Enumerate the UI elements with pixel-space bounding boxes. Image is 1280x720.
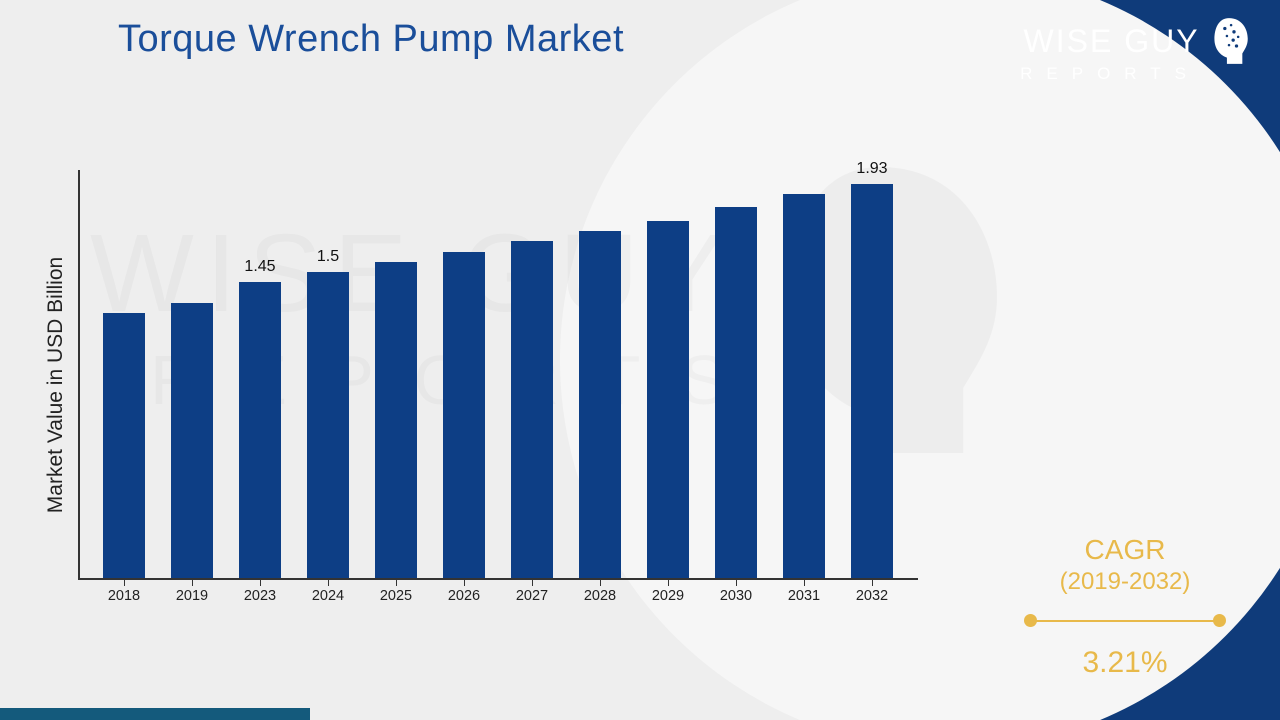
x-tick [464,578,465,586]
bar [579,231,621,578]
y-axis-label: Market Value in USD Billion [44,257,68,513]
x-tick [872,578,873,586]
cagr-sep-line [1030,620,1220,622]
cagr-value: 3.21% [1010,646,1240,680]
bar-value-label: 1.5 [317,248,339,266]
bar-slot: 2027 [498,217,566,578]
x-tick [668,578,669,586]
bar [443,252,485,578]
cagr-period: (2019-2032) [1010,568,1240,596]
bar-slot: 1.52024 [294,248,362,578]
bar-value-label: 1.45 [244,258,275,276]
logo-line2: REPORTS [990,64,1250,84]
bar-slot: 1.452023 [226,258,294,578]
bar [171,303,213,578]
bar [783,194,825,578]
cagr-sep-dot-left [1024,614,1037,627]
bar [715,207,757,578]
x-tick-label: 2031 [788,588,820,604]
bar-slot: 2028 [566,207,634,578]
x-tick [192,578,193,586]
bar-slot: 2018 [90,289,158,578]
cagr-block: CAGR (2019-2032) 3.21% [1010,534,1240,680]
x-tick [260,578,261,586]
bar [375,262,417,578]
bar [307,272,349,578]
cagr-sep-dot-right [1213,614,1226,627]
bar-chart: Market Value in USD Billion 201820191.45… [78,170,908,600]
bars-container: 201820191.4520231.5202420252026202720282… [78,170,908,578]
chart-title: Torque Wrench Pump Market [118,18,624,61]
bar-slot: 1.932032 [838,160,906,578]
x-tick [804,578,805,586]
bar [239,282,281,578]
bar-value-label: 1.93 [856,160,887,178]
x-tick [532,578,533,586]
bottom-accent-bar [0,708,310,720]
logo-line1: WISE GUY [1024,23,1200,60]
x-tick-label: 2026 [448,588,480,604]
logo-head-icon [1208,16,1250,66]
x-tick-label: 2032 [856,588,888,604]
x-tick [736,578,737,586]
x-tick-label: 2029 [652,588,684,604]
x-tick-label: 2028 [584,588,616,604]
bar [647,221,689,578]
x-tick-label: 2030 [720,588,752,604]
x-tick [124,578,125,586]
brand-logo: WISE GUY REPORTS [990,16,1250,84]
x-tick-label: 2019 [176,588,208,604]
x-tick [396,578,397,586]
x-tick-label: 2024 [312,588,344,604]
bar-slot: 2029 [634,197,702,578]
bar [851,184,893,578]
cagr-separator [1030,614,1220,628]
x-tick [328,578,329,586]
canvas: WISE GUY REPORTS Torque Wrench Pump Mark… [0,0,1280,720]
x-axis-line [78,578,918,580]
bar-slot: 2031 [770,170,838,578]
x-tick-label: 2025 [380,588,412,604]
x-tick-label: 2027 [516,588,548,604]
x-tick-label: 2018 [108,588,140,604]
bar-slot: 2025 [362,238,430,578]
bar [511,241,553,578]
cagr-label: CAGR [1010,534,1240,566]
bar [103,313,145,578]
x-tick [600,578,601,586]
bar-slot: 2019 [158,279,226,578]
bar-slot: 2026 [430,228,498,578]
bar-slot: 2030 [702,183,770,578]
x-tick-label: 2023 [244,588,276,604]
